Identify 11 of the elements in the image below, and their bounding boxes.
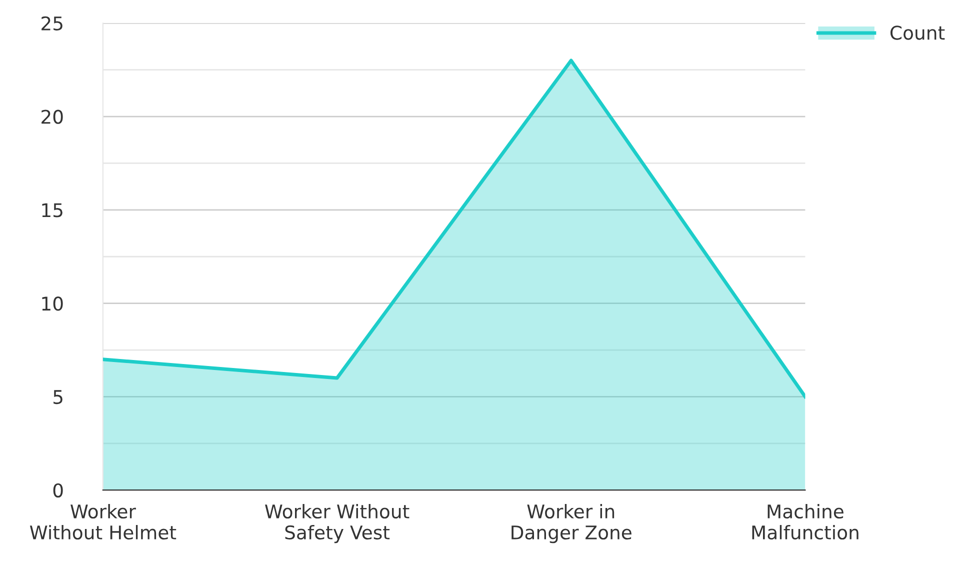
y-tick-label: 20	[42, 110, 63, 124]
y-tick-label: 25	[42, 16, 62, 31]
legend-label: Count	[890, 26, 945, 40]
x-tick-label: Machine Malfunction	[752, 504, 858, 540]
x-tick-label: Worker Without Helmet	[30, 504, 176, 540]
x-tick-label: Worker Without Safety Vest	[265, 504, 410, 544]
y-tick-label: 15	[42, 203, 62, 218]
x-tick-label: Worker in Danger Zone	[512, 504, 632, 544]
y-tick-label: 5	[54, 390, 62, 404]
y-tick-label: 10	[42, 296, 63, 311]
y-tick-label: 0	[53, 483, 63, 498]
